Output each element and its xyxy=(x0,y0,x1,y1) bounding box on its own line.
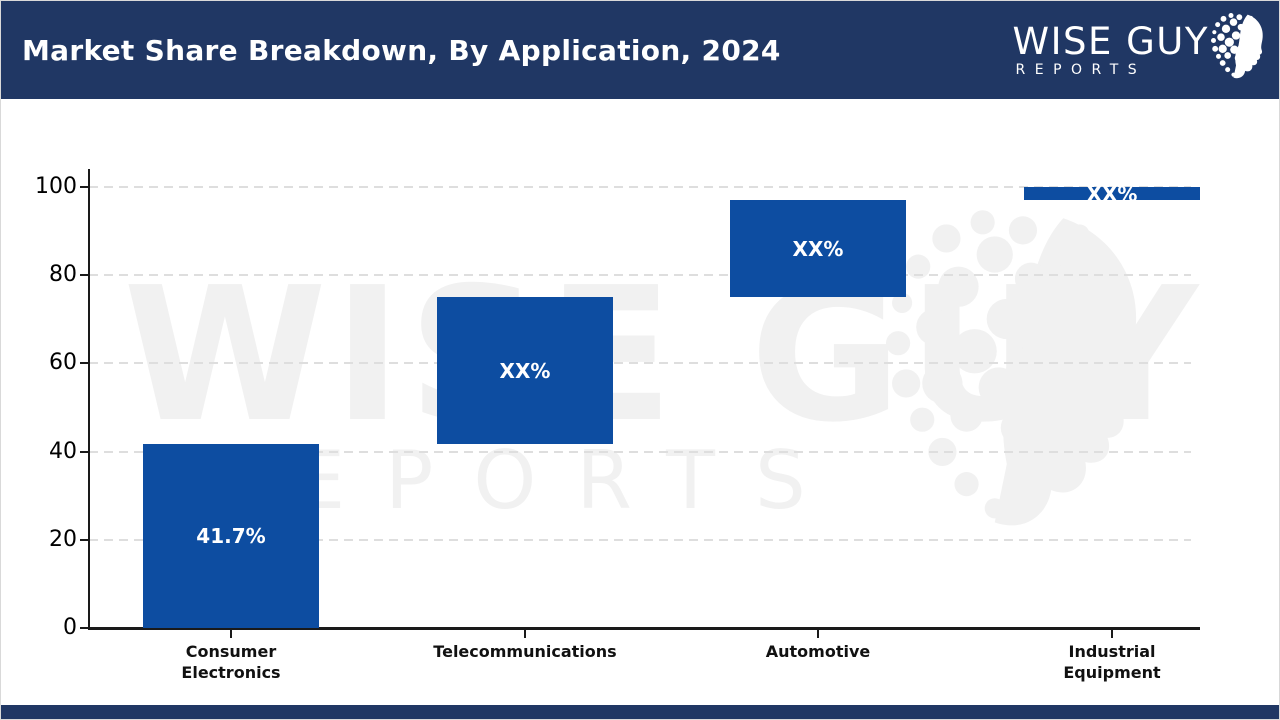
wiseguy-logo: WISE GUY REPORTS xyxy=(1013,12,1271,89)
logo-head-icon xyxy=(1211,12,1263,78)
gridline-100 xyxy=(89,186,1191,188)
logo-wordmark: WISE GUY xyxy=(1012,20,1209,63)
chart-title: Market Share Breakdown, By Application, … xyxy=(22,33,781,67)
y-tick-label-20: 20 xyxy=(49,526,77,552)
footer-bar xyxy=(1,705,1279,719)
y-tickmark-20 xyxy=(80,538,89,541)
x-tick-label-consumer-electronics: Consumer Electronics xyxy=(181,642,281,682)
x-tickmark-industrial-equipment xyxy=(1111,630,1113,638)
bar-consumer-electronics: 41.7% xyxy=(143,444,319,628)
y-axis-line xyxy=(88,169,90,630)
x-tick-label-industrial-equipment: Industrial Equipment xyxy=(1063,642,1161,682)
gridline-80 xyxy=(89,274,1191,277)
gridline-40 xyxy=(89,450,1191,453)
y-tickmark-80 xyxy=(80,274,89,277)
y-tick-label-0: 0 xyxy=(63,615,77,640)
x-tick-label-automotive: Automotive xyxy=(765,642,871,661)
x-tickmark-telecommunications xyxy=(524,630,526,638)
bar-automotive: XX% xyxy=(730,200,906,298)
y-tick-label-80: 80 xyxy=(49,262,77,288)
y-tick-label-100: 100 xyxy=(35,174,77,199)
x-tick-label-telecommunications: Telecommunications xyxy=(433,642,617,661)
bar-value-label-telecommunications: XX% xyxy=(499,358,551,383)
bar-value-label-automotive: XX% xyxy=(792,236,844,261)
x-tickmark-automotive xyxy=(817,630,819,638)
y-tickmark-0 xyxy=(80,627,89,629)
y-tick-label-60: 60 xyxy=(49,350,77,376)
logo-reports-text: REPORTS xyxy=(1015,62,1147,78)
y-tickmark-100 xyxy=(80,186,89,188)
bar-value-label-industrial-equipment: XX% xyxy=(1086,181,1138,206)
waterfall-chart: 0 20 40 60 80 100 41.7% XX% XX% XX% Consumer Electr… xyxy=(1,99,1279,707)
x-tickmark-consumer-electronics xyxy=(230,630,232,638)
bar-industrial-equipment: XX% xyxy=(1024,182,1200,206)
bar-telecommunications: XX% xyxy=(437,297,613,445)
gridline-20 xyxy=(89,538,1191,541)
logo-text: WISE GUY REPORTS xyxy=(1013,23,1209,77)
y-tickmark-40 xyxy=(80,450,89,453)
y-tickmark-60 xyxy=(80,362,89,365)
x-axis-line xyxy=(88,627,1200,630)
report-header: Market Share Breakdown, By Application, … xyxy=(1,1,1279,99)
gridline-60 xyxy=(89,362,1191,365)
bar-value-label-consumer-electronics: 41.7% xyxy=(196,524,266,549)
y-tick-label-40: 40 xyxy=(49,438,77,464)
